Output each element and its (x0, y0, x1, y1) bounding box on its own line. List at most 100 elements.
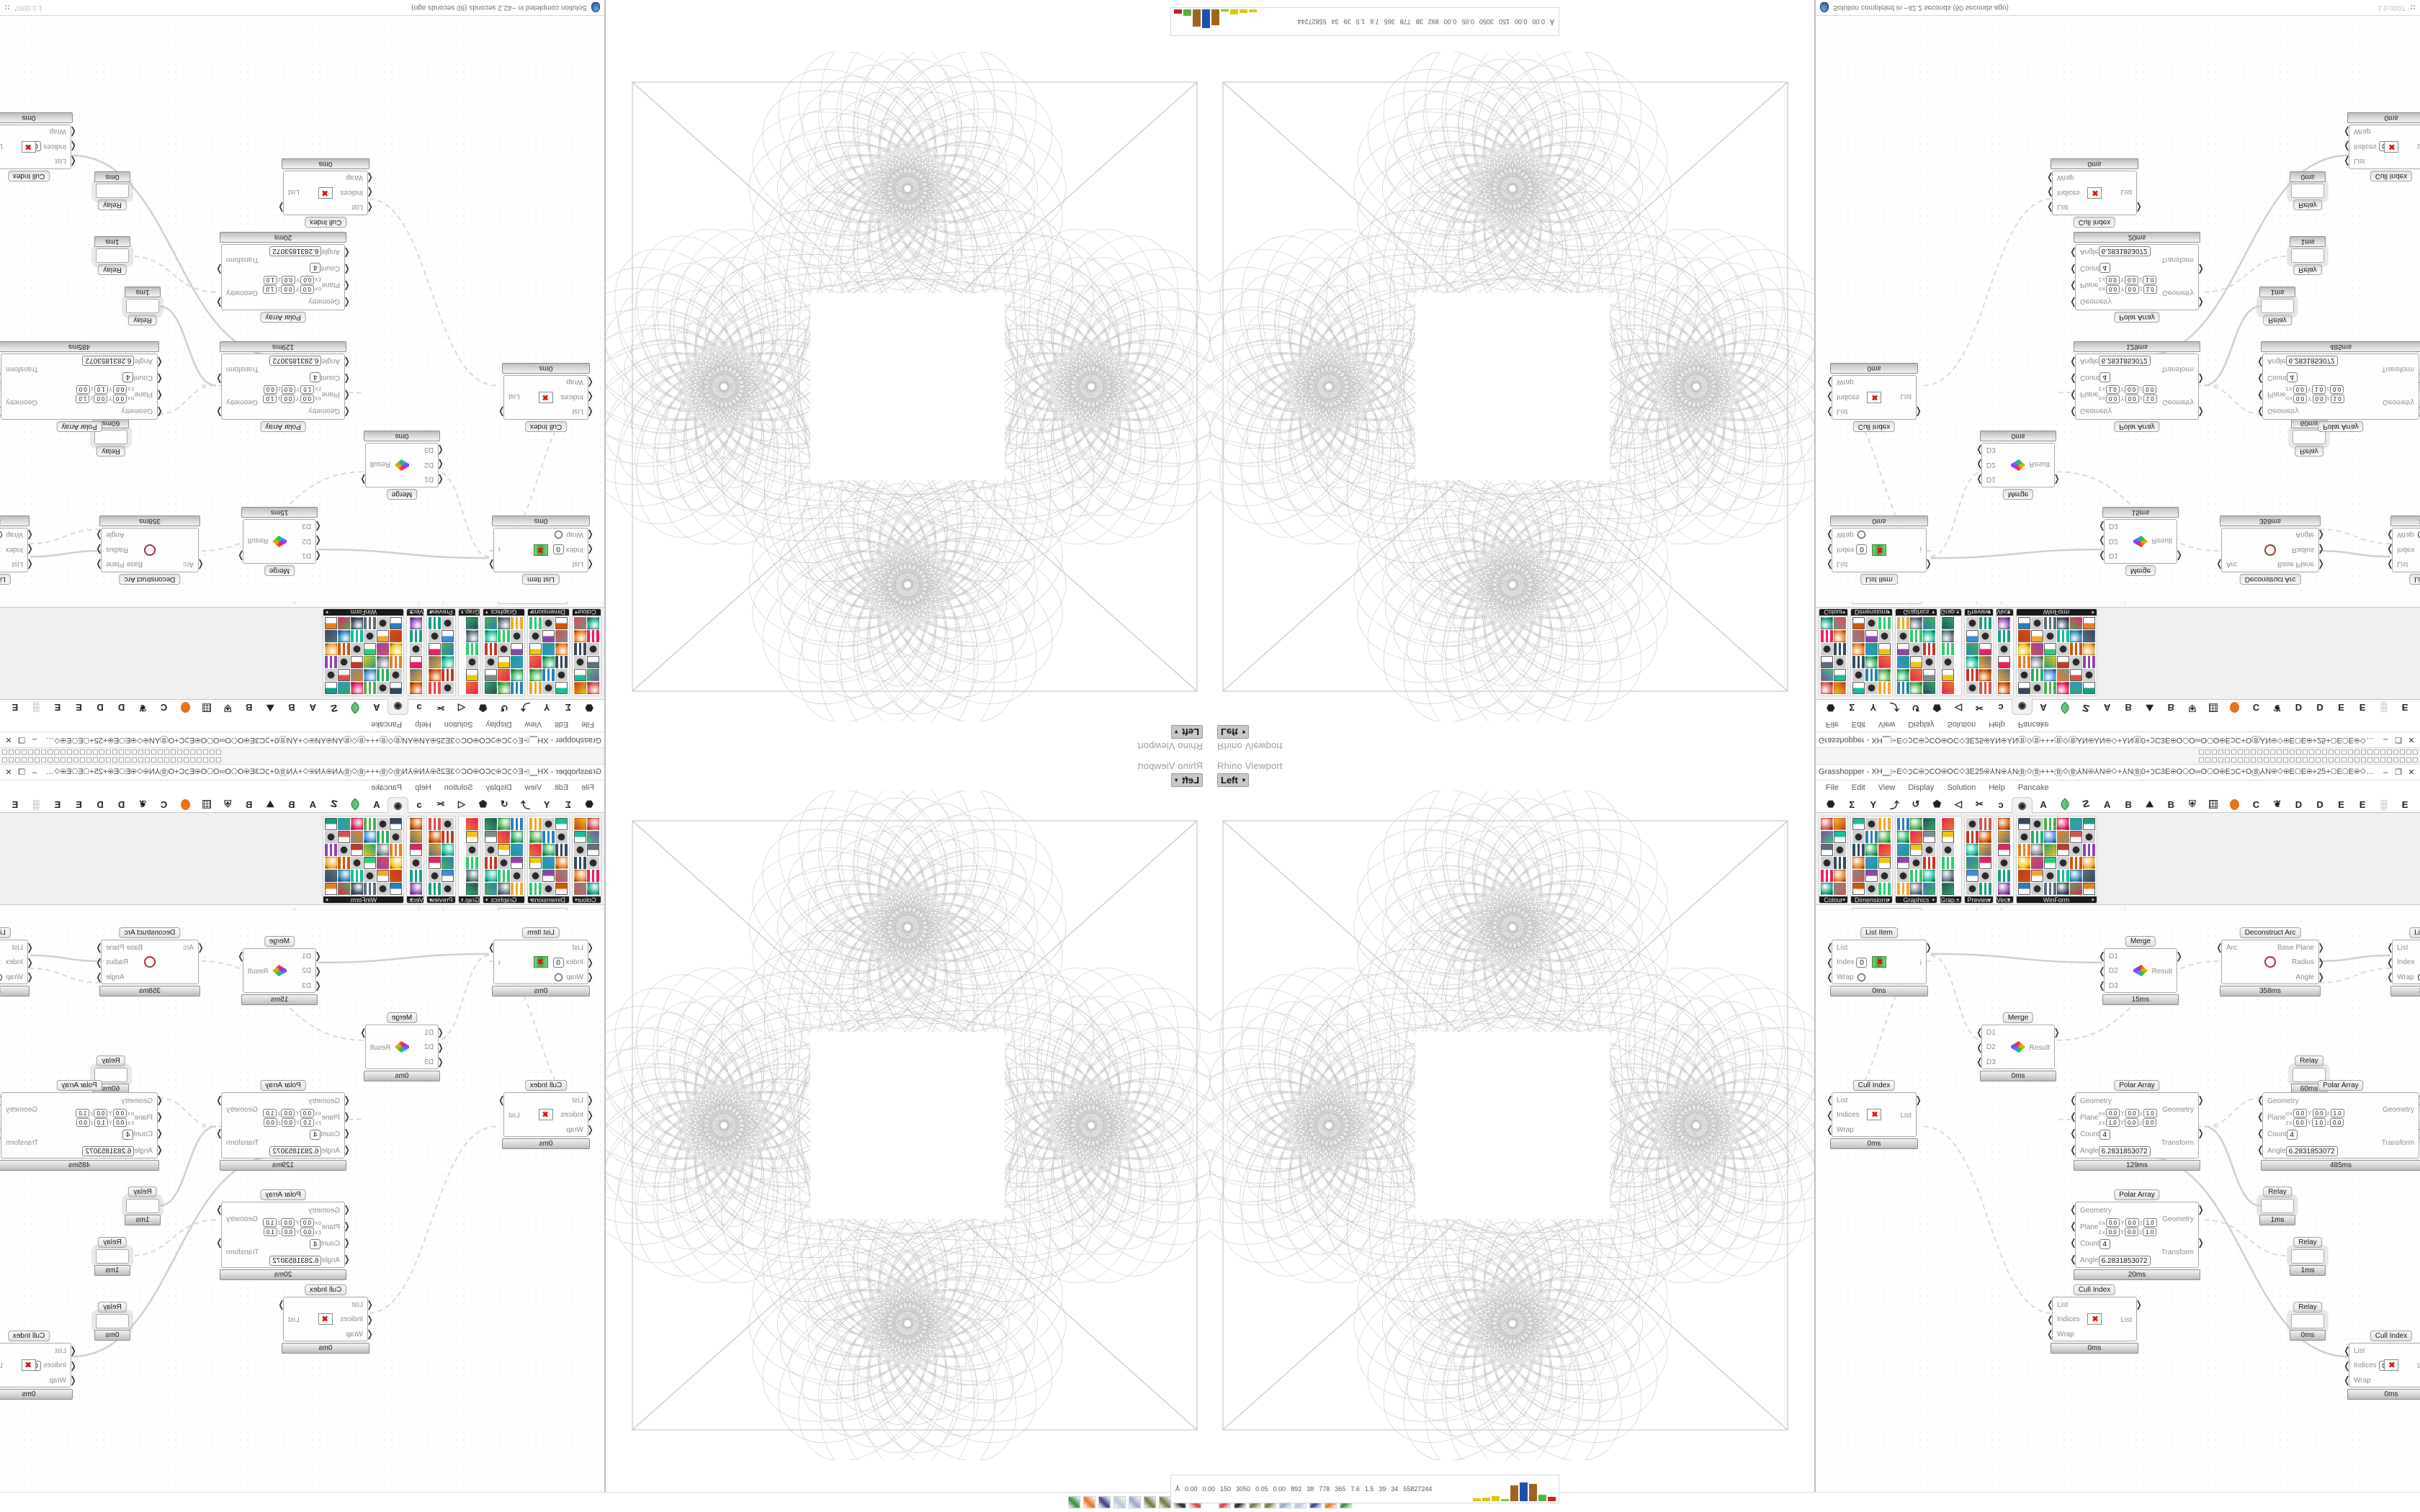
angle-value-box[interactable]: 6.2831853072 (269, 1146, 322, 1156)
gh-node-relay[interactable]: Relay 1ms (94, 1237, 130, 1276)
ribbon-component-icon[interactable] (390, 857, 403, 869)
node-body[interactable]: Geometry ❬ Plane o x 0.0 Y 0.0 z 1.0 z x 0.0 Y 0.0 z 1.0… (215, 1202, 351, 1268)
rhino-toolbar-icon[interactable] (119, 757, 124, 762)
rhino-toolbar-icon[interactable] (67, 750, 72, 755)
node-body[interactable]: D1 ❬ D2 ❬ D3 ❬ Result ❭ (2098, 519, 2183, 564)
node-output-port[interactable]: ❭ (1924, 559, 1932, 570)
menu-item-view[interactable]: View (1878, 720, 1896, 729)
node-input-port[interactable]: ❬ (26, 971, 34, 983)
ribbon-component-icon[interactable] (1897, 617, 1909, 629)
gh-node-deconstruct-arc[interactable]: Deconstruct Arc Arc ❬ Base Plane ❭ Radius ❭ Ang… (2215, 516, 2325, 585)
plane-component-box[interactable]: 1.0 (94, 1118, 108, 1127)
ribbon-component-icon[interactable] (351, 883, 364, 895)
ribbon-component-icon[interactable] (2030, 669, 2043, 681)
rhino-toolbar-icon[interactable] (2413, 757, 2418, 762)
node-input-port[interactable]: ❬ (2069, 1254, 2077, 1264)
node-input-row[interactable]: List (2393, 557, 2413, 572)
node-title[interactable]: Polar Array (260, 1189, 306, 1200)
ribbon-component-icon[interactable] (338, 844, 351, 856)
node-input-port[interactable]: ❬ (2343, 156, 2351, 167)
tab-landscape-tab[interactable]: ⛰ (259, 700, 281, 716)
rhino-toolbar-icon[interactable] (2244, 750, 2249, 755)
node-body[interactable] (96, 248, 129, 263)
node-input-port[interactable]: ❬ (343, 390, 351, 401)
ribbon-component-icon[interactable] (466, 870, 478, 882)
ribbon-component-icon[interactable] (2069, 883, 2082, 895)
rhino-toolbar-icon[interactable] (2303, 750, 2308, 755)
ribbon-component-icon[interactable] (1878, 643, 1891, 655)
ribbon-component-icon[interactable] (555, 831, 568, 843)
ribbon-component-icon[interactable] (2069, 617, 2082, 629)
ribbon-component-icon[interactable] (498, 656, 510, 668)
ribbon-group-expand-icon[interactable]: ▾ (429, 609, 432, 614)
ribbon-component-icon[interactable] (2082, 844, 2095, 856)
node-input-port[interactable]: ❬ (586, 559, 594, 570)
node-output-row[interactable]: Result (366, 442, 395, 487)
plane-component-box[interactable]: 0.0 (281, 1228, 295, 1236)
gh-node-merge[interactable]: Merge D1 ❬ D2 ❬ D3 ❬ Result ❭ 15ms (237, 507, 322, 576)
ribbon-component-icon[interactable] (2030, 630, 2043, 642)
tab-a-tab[interactable]: A (366, 700, 387, 716)
tab-mesh-tab[interactable]: ◁ (451, 796, 472, 812)
ribbon-component-icon[interactable] (2043, 844, 2056, 856)
node-input-row[interactable]: Count 4 (2076, 369, 2115, 386)
node-input-row[interactable]: D2 (297, 534, 315, 549)
ribbon-component-icon[interactable] (529, 883, 542, 895)
node-output-row[interactable]: Base Plane (2273, 940, 2318, 955)
ribbon-component-icon[interactable] (1910, 682, 1922, 694)
rhino-toolbar-icon[interactable] (145, 750, 150, 755)
ribbon-component-icon[interactable] (1923, 844, 1935, 856)
ribbon-group-expand-icon[interactable]: ▾ (485, 898, 488, 903)
rhino-toolbar-icon[interactable] (67, 757, 72, 762)
ribbon-component-icon[interactable] (1821, 630, 1833, 642)
node-body[interactable]: List ❬ Index 0 ❬ Wrap ❬ i ❭ ✖ (1826, 940, 1932, 984)
ribbon-component-icon[interactable] (2056, 870, 2069, 882)
node-title[interactable]: Relay (2295, 1056, 2323, 1066)
ribbon-component-icon[interactable] (2082, 818, 2095, 830)
rhino-toolbar-icon[interactable] (177, 750, 182, 755)
plane-component-box[interactable]: 0.0 (94, 1109, 108, 1117)
node-title[interactable]: Cull Index (2370, 171, 2413, 181)
rhino-toolbar-icon[interactable] (2290, 750, 2295, 755)
ribbon-group-colour[interactable]: Colour ▾ (572, 816, 601, 904)
ribbon-component-icon[interactable] (1966, 630, 1979, 642)
node-input-row[interactable]: Wrap (2053, 170, 2079, 185)
ribbon-group-expand-icon[interactable]: ▾ (575, 898, 578, 903)
ribbon-component-icon[interactable] (1910, 617, 1922, 629)
node-output-port[interactable]: ❭ (359, 1027, 367, 1038)
menu-item-file[interactable]: File (581, 720, 594, 729)
node-input-row[interactable]: Wrap (2349, 124, 2375, 139)
ribbon-component-icon[interactable] (498, 643, 510, 655)
tab-dots-tab[interactable]: ░ (26, 700, 48, 716)
node-input-row[interactable]: List (568, 404, 588, 419)
ribbon-component-icon[interactable] (409, 844, 422, 856)
plane-component-box[interactable]: 1.0 (300, 385, 315, 394)
node-body[interactable]: List ❬ Indices ❬ Wrap ❬ List ❭ ✖ (1826, 375, 1922, 420)
plane-component-box[interactable]: 1.0 (76, 1109, 90, 1117)
node-input-row[interactable]: List (1832, 404, 1852, 419)
count-value-box[interactable]: 4 (122, 372, 134, 383)
tab-c-tab[interactable]: C (2246, 796, 2267, 812)
ribbon-component-icon[interactable] (2056, 643, 2069, 655)
node-input-port[interactable]: ❬ (2098, 980, 2106, 991)
node-input-port[interactable]: ❬ (2257, 407, 2264, 418)
viewport-view-selector[interactable]: Left ▾ (1217, 773, 1249, 787)
ribbon-component-icon[interactable] (1966, 857, 1979, 869)
ribbon-component-icon[interactable] (390, 682, 403, 694)
node-body[interactable] (2261, 1199, 2294, 1213)
node-output-row[interactable]: Angle (102, 527, 129, 542)
ribbon-component-icon[interactable] (2017, 818, 2030, 830)
node-output-port[interactable]: ❭ (215, 1237, 223, 1248)
rhino-toolbar-icon[interactable] (171, 750, 176, 755)
ribbon-component-icon[interactable] (2017, 682, 2030, 694)
viewport-view-selector[interactable]: Left ▾ (1217, 725, 1249, 739)
tab-dots-tab[interactable]: ░ (2373, 796, 2395, 812)
ribbon-component-icon[interactable] (1910, 870, 1922, 882)
node-title[interactable]: Merge (2002, 489, 2034, 500)
menu-item-pancake[interactable]: Pancake (371, 720, 403, 729)
rhino-toolbar-icon[interactable] (151, 757, 156, 762)
node-output-port[interactable]: ❭ (2175, 950, 2183, 961)
rhino-toolbar-icon[interactable] (60, 757, 66, 762)
ribbon-component-icon[interactable] (1821, 682, 1833, 694)
rhino-toolbar-icon[interactable] (210, 757, 215, 762)
